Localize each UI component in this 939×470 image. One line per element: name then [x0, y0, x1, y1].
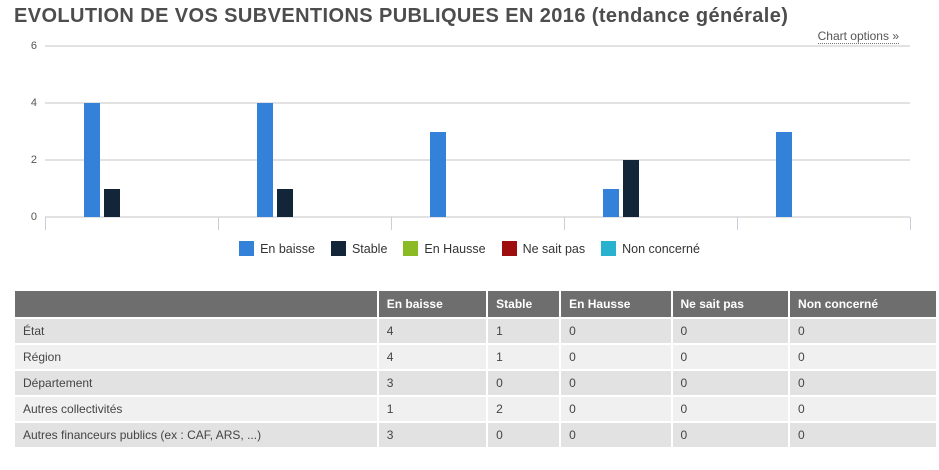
gridline: [45, 159, 910, 161]
y-axis-tick-label: 2: [30, 154, 37, 166]
row-value: 0: [561, 397, 671, 421]
row-label: Département: [15, 371, 377, 395]
x-axis-tick: [391, 217, 392, 230]
bar-stable: [103, 188, 120, 217]
gridline: [45, 45, 910, 47]
table-header-row: En baisse Stable En Hausse Ne sait pas Non c…: [15, 291, 936, 317]
row-value: 0: [790, 345, 936, 369]
bar-en-baisse: [775, 131, 792, 217]
x-axis-tick: [910, 217, 911, 230]
bar-en-baisse: [429, 131, 446, 217]
row-value: 1: [378, 397, 487, 421]
bar-chart: 0 2 4 6: [31, 41, 911, 230]
results-table: En baisse Stable En Hausse Ne sait pas Non c…: [13, 289, 938, 449]
chart-options-link[interactable]: Chart options »: [817, 29, 899, 44]
table-row: Département 3 0 0 0 0: [15, 371, 936, 395]
table-row: État 4 1 0 0 0: [15, 319, 936, 343]
row-label: Autres collectivités: [15, 397, 377, 421]
table-row: Autres financeurs publics (ex : CAF, ARS…: [15, 423, 936, 447]
legend-swatch-icon: [239, 241, 255, 256]
bar-stable: [276, 188, 293, 217]
table-row: Autres collectivités 1 2 0 0 0: [15, 397, 936, 421]
x-axis-tick: [737, 217, 738, 230]
table-column-header: Ne sait pas: [672, 291, 789, 317]
bar-en-baisse: [602, 188, 619, 217]
legend-item[interactable]: En baisse: [239, 241, 315, 256]
x-axis-tick: [564, 217, 565, 230]
row-value: 0: [672, 397, 789, 421]
chart-legend: En baisse Stable En Hausse Ne sait pas Non c…: [0, 241, 939, 256]
row-value: 2: [488, 397, 560, 421]
table-row: Région 4 1 0 0 0: [15, 345, 936, 369]
row-value: 1: [488, 345, 560, 369]
row-label: Région: [15, 345, 377, 369]
legend-label: Stable: [351, 241, 388, 256]
row-value: 4: [378, 345, 487, 369]
row-value: 0: [790, 397, 936, 421]
y-axis-tick-label: 6: [30, 40, 37, 52]
row-value: 0: [672, 423, 789, 447]
legend-swatch-icon: [501, 241, 517, 256]
legend-item[interactable]: Non concerné: [601, 241, 700, 256]
legend-item[interactable]: Ne sait pas: [501, 241, 586, 256]
row-value: 0: [790, 423, 936, 447]
row-value: 0: [790, 319, 936, 343]
row-value: 3: [378, 423, 487, 447]
row-label: État: [15, 319, 377, 343]
legend-label: En baisse: [260, 241, 315, 256]
bar-en-baisse: [83, 103, 100, 217]
row-value: 0: [672, 319, 789, 343]
row-value: 0: [672, 345, 789, 369]
legend-label: En Hausse: [424, 241, 486, 256]
results-table-body: État 4 1 0 0 0 Région 4 1 0 0 0 Département 3 0 0 0 0 Autr…: [15, 319, 936, 447]
results-table-head: En baisse Stable En Hausse Ne sait pas Non c…: [15, 291, 936, 317]
row-value: 3: [378, 371, 487, 395]
table-column-header: [15, 291, 377, 317]
gridline: [45, 216, 910, 218]
row-value: 0: [488, 423, 560, 447]
page-title: EVOLUTION DE VOS SUBVENTIONS PUBLIQUES E…: [14, 5, 789, 27]
y-axis-tick-label: 4: [30, 97, 37, 109]
gridline: [45, 102, 910, 104]
legend-item[interactable]: Stable: [330, 241, 388, 256]
legend-label: Ne sait pas: [522, 241, 586, 256]
row-value: 0: [561, 319, 671, 343]
table-column-header: Non concerné: [790, 291, 936, 317]
table-column-header: En baisse: [378, 291, 487, 317]
row-value: 4: [378, 319, 487, 343]
row-value: 0: [672, 371, 789, 395]
row-value: 0: [561, 345, 671, 369]
legend-label: Non concerné: [622, 241, 700, 256]
row-value: 0: [488, 371, 560, 395]
row-label: Autres financeurs publics (ex : CAF, ARS…: [15, 423, 377, 447]
table-column-header: Stable: [488, 291, 560, 317]
row-value: 1: [488, 319, 560, 343]
x-axis-tick: [218, 217, 219, 230]
bar-stable: [622, 160, 639, 217]
table-column-header: En Hausse: [561, 291, 671, 317]
legend-item[interactable]: En Hausse: [403, 241, 486, 256]
legend-swatch-icon: [403, 241, 419, 256]
x-axis-tick: [45, 217, 46, 230]
legend-swatch-icon: [330, 241, 346, 256]
y-axis-tick-label: 0: [30, 211, 37, 223]
row-value: 0: [561, 371, 671, 395]
row-value: 0: [561, 423, 671, 447]
row-value: 0: [790, 371, 936, 395]
bar-en-baisse: [256, 103, 273, 217]
legend-swatch-icon: [601, 241, 617, 256]
